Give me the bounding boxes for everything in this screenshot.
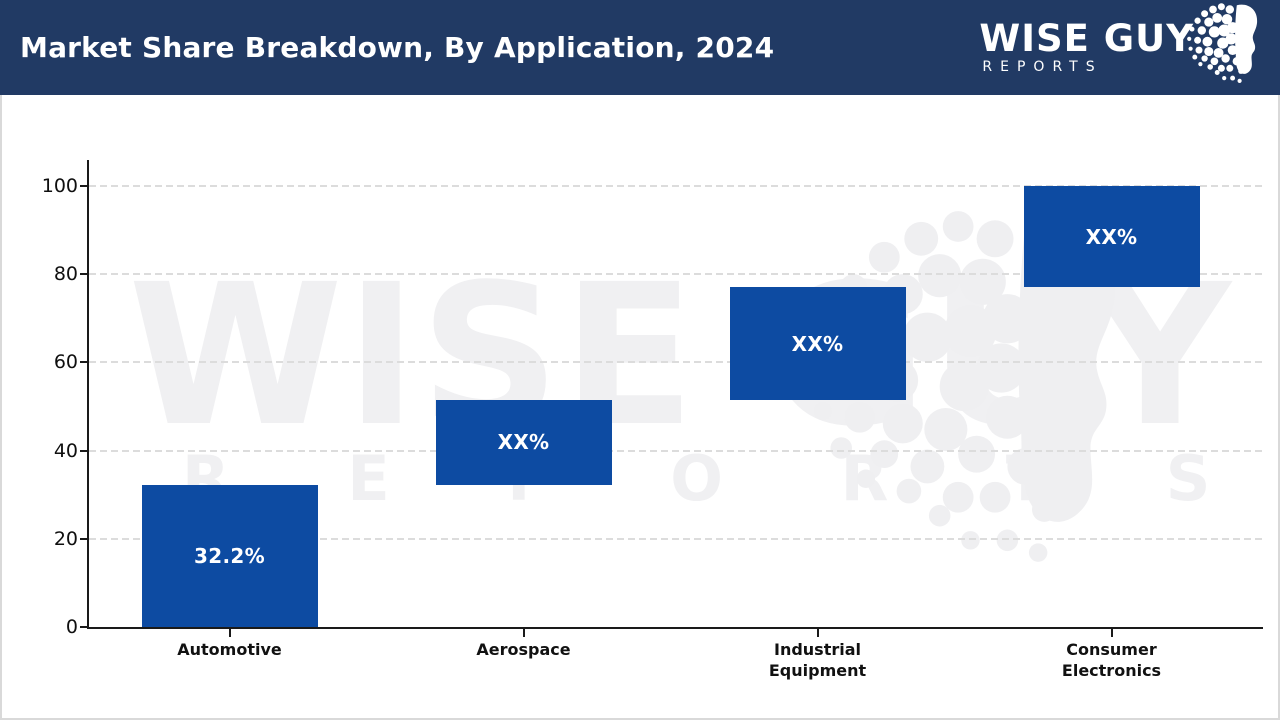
page-border-bottom bbox=[0, 718, 1280, 720]
x-category-label-line: Equipment bbox=[768, 661, 867, 680]
y-tick-mark bbox=[80, 449, 88, 452]
y-tick-label: 40 bbox=[53, 439, 78, 462]
x-tick-mark bbox=[1110, 629, 1113, 637]
logo-text: WISE GUY REPORTS bbox=[979, 20, 1194, 75]
x-category-label-line: Consumer bbox=[1066, 640, 1157, 659]
x-category-label: Aerospace bbox=[414, 639, 634, 660]
x-tick-mark bbox=[228, 629, 231, 637]
y-tick-mark bbox=[80, 626, 88, 628]
header-bar: Market Share Breakdown, By Application, … bbox=[0, 0, 1280, 95]
y-tick-label: 60 bbox=[53, 351, 78, 374]
bar-value-label: XX% bbox=[1085, 224, 1138, 249]
page-title: Market Share Breakdown, By Application, … bbox=[20, 31, 775, 64]
logo-subtitle: REPORTS bbox=[982, 59, 1103, 75]
x-category-label-line: Automotive bbox=[177, 640, 282, 659]
x-category-label-line: Aerospace bbox=[476, 640, 571, 659]
y-tick-label: 0 bbox=[65, 616, 78, 638]
wise-guy-logo: WISE GUY REPORTS bbox=[979, 2, 1262, 94]
x-category-label: Industrial Equipment bbox=[708, 639, 928, 681]
y-tick-label: 80 bbox=[53, 263, 78, 286]
y-gridline bbox=[89, 449, 1263, 452]
y-axis-line bbox=[87, 160, 89, 629]
x-category-label: Consumer Electronics bbox=[1002, 639, 1222, 681]
x-category-label-line: Electronics bbox=[1061, 661, 1162, 680]
y-tick-mark bbox=[80, 361, 88, 364]
page-border-left bbox=[0, 95, 2, 720]
bar-value-label: XX% bbox=[791, 331, 844, 356]
y-gridline bbox=[89, 273, 1263, 276]
dotted-head-icon bbox=[1187, 2, 1258, 83]
y-gridline bbox=[89, 361, 1263, 364]
bar-segment: XX% bbox=[435, 399, 612, 485]
y-tick-mark bbox=[80, 273, 88, 276]
page-border-right bbox=[1278, 95, 1280, 720]
bar-segment: XX% bbox=[1023, 186, 1200, 288]
y-tick-label: 20 bbox=[53, 527, 78, 550]
x-axis-line bbox=[87, 627, 1263, 629]
x-tick-mark bbox=[522, 629, 525, 637]
y-tick-mark bbox=[80, 185, 88, 187]
x-tick-mark bbox=[816, 629, 819, 637]
bar-segment: XX% bbox=[729, 287, 906, 400]
logo-wordmark: WISE GUY bbox=[979, 17, 1194, 60]
bar-value-label: 32.2% bbox=[194, 543, 265, 568]
bar-segment: 32.2% bbox=[141, 484, 318, 627]
bar-value-label: XX% bbox=[497, 430, 550, 455]
y-gridline bbox=[89, 537, 1263, 540]
x-category-label: Automotive bbox=[120, 639, 340, 660]
y-tick-label: 100 bbox=[41, 175, 78, 197]
x-category-label-line: Industrial bbox=[773, 640, 861, 659]
y-tick-mark bbox=[80, 537, 88, 540]
y-gridline bbox=[89, 185, 1263, 187]
